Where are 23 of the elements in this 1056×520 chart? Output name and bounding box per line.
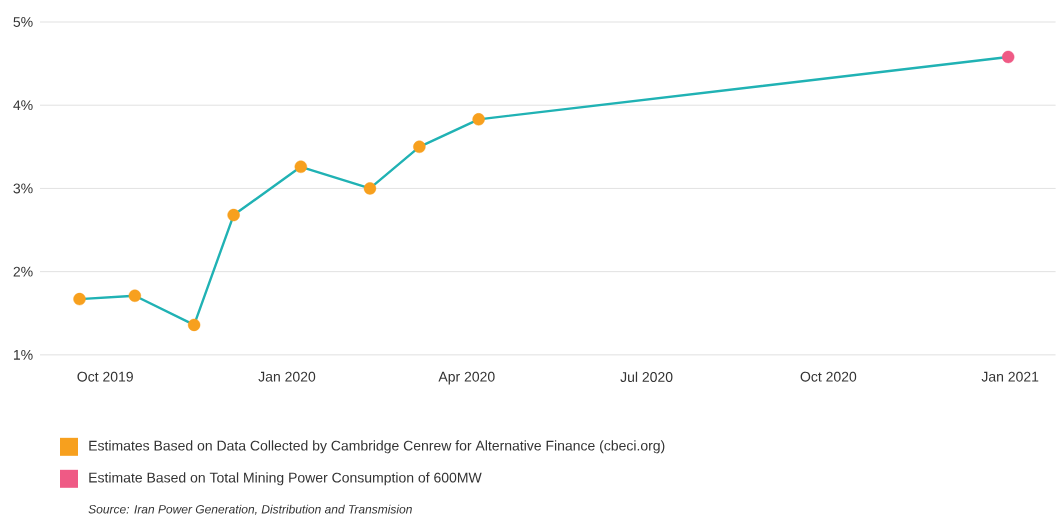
point [294,160,308,174]
point [73,293,86,306]
legend-label: Estimate Based on Total Mining Power Consumption of 600MW [89,472,482,486]
y-tick-label: 1% [13,350,33,360]
point [187,318,201,332]
legend-label: Estimates Based on Data Collected by Cambridge Cenrew for Alternative Finance (cbeci.org) [89,440,665,454]
y-tick-label: 3% [13,183,33,194]
point [363,182,377,195]
source-note: Source: Iran Power Generation, Distribution and Transmision [88,504,412,516]
x-tick-label: Jan 2020 [258,371,316,382]
point [472,113,485,126]
y-tick-label: 5% [13,17,33,28]
x-tick-label: Jan 2021 [981,371,1039,382]
x-tick-label: Oct 2020 [800,371,857,382]
x-tick-label: Oct 2019 [77,371,133,382]
x-tick-label: Jul 2020 [620,371,673,383]
y-tick-label: 4% [13,100,33,111]
point [128,289,142,303]
y-tick-label: 2% [13,266,33,277]
point [227,208,240,222]
point [413,140,426,154]
x-tick-label: Apr 2020 [438,371,495,385]
point [1001,50,1015,64]
